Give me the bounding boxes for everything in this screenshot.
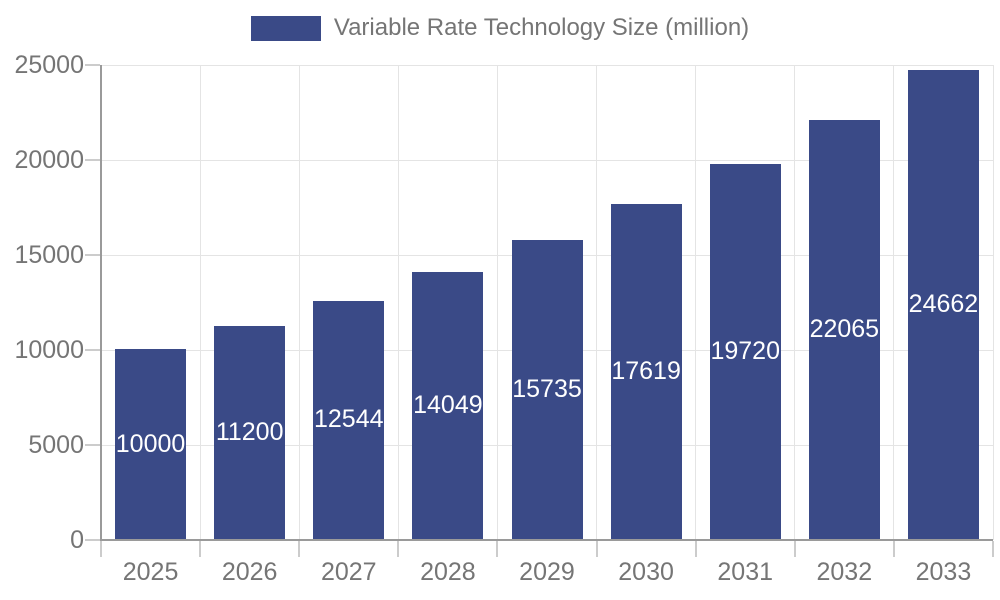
y-tick-mark bbox=[85, 254, 100, 256]
gridline-vertical bbox=[893, 65, 895, 540]
legend-swatch bbox=[250, 15, 321, 41]
y-tick-label: 25000 bbox=[14, 50, 84, 79]
x-tick-label: 2026 bbox=[221, 558, 278, 586]
y-tick-mark bbox=[85, 64, 100, 66]
gridline-vertical bbox=[695, 65, 697, 540]
bar-value-label: 22065 bbox=[809, 314, 880, 343]
y-tick-mark bbox=[85, 444, 100, 446]
y-tick-label: 5000 bbox=[28, 430, 84, 459]
y-tick-label: 10000 bbox=[14, 335, 84, 364]
bar-value-label: 10000 bbox=[115, 429, 186, 458]
x-tick-mark bbox=[892, 541, 895, 557]
x-tick-mark bbox=[793, 541, 796, 557]
x-tick-mark bbox=[694, 541, 697, 557]
bar: 15735 bbox=[511, 240, 583, 539]
gridline-vertical bbox=[794, 65, 796, 540]
y-tick-mark bbox=[85, 349, 100, 351]
x-tick-mark bbox=[397, 541, 400, 557]
bar-value-label: 14049 bbox=[413, 391, 483, 420]
gridline-horizontal bbox=[101, 159, 993, 161]
legend-label: Variable Rate Technology Size (million) bbox=[333, 14, 750, 41]
x-tick-mark bbox=[100, 541, 102, 557]
gridline-vertical bbox=[596, 65, 598, 540]
bar: 17619 bbox=[610, 204, 682, 539]
bar: 11200 bbox=[214, 326, 286, 539]
x-tick-mark bbox=[496, 541, 499, 557]
gridline-vertical bbox=[496, 65, 498, 540]
x-tick-label: 2033 bbox=[915, 558, 972, 586]
bar-value-label: 19720 bbox=[710, 337, 780, 366]
gridline-vertical bbox=[298, 65, 300, 540]
x-tick-label: 2030 bbox=[618, 558, 674, 586]
y-tick-mark bbox=[85, 539, 100, 541]
y-tick-label: 0 bbox=[70, 525, 84, 554]
plot-area: 10000 11200 12544 14049 15735 17619 19720 22065… bbox=[101, 64, 994, 540]
bar-value-label: 15735 bbox=[512, 375, 582, 404]
y-tick-label: 15000 bbox=[14, 240, 84, 269]
x-tick-label: 2028 bbox=[420, 558, 476, 586]
x-tick-mark bbox=[199, 541, 202, 557]
x-tick-label: 2031 bbox=[717, 558, 774, 586]
bar: 12544 bbox=[313, 300, 385, 539]
bar-value-label: 11200 bbox=[215, 418, 284, 447]
bar-value-label: 17619 bbox=[611, 357, 681, 386]
bar: 14049 bbox=[412, 272, 484, 539]
x-axis-line bbox=[101, 539, 993, 541]
y-tick-label: 20000 bbox=[14, 145, 84, 174]
gridline-vertical bbox=[397, 65, 399, 540]
x-tick-label: 2029 bbox=[519, 558, 575, 586]
x-tick-label: 2025 bbox=[122, 558, 179, 586]
x-tick-mark bbox=[298, 541, 301, 557]
x-tick-label: 2032 bbox=[816, 558, 873, 586]
x-tick-mark bbox=[992, 541, 994, 557]
bar: 10000 bbox=[115, 349, 187, 539]
legend: Variable Rate Technology Size (million) bbox=[0, 14, 1000, 42]
gridline-horizontal bbox=[101, 64, 993, 66]
bar-value-label: 12544 bbox=[314, 405, 384, 434]
gridline-vertical bbox=[992, 65, 994, 540]
gridline-vertical bbox=[199, 65, 201, 540]
x-tick-label: 2027 bbox=[320, 558, 377, 586]
x-tick-mark bbox=[595, 541, 598, 557]
y-axis-line bbox=[100, 65, 102, 556]
bar-value-label: 24662 bbox=[908, 290, 979, 319]
bar: 22065 bbox=[808, 119, 880, 539]
bar: 24662 bbox=[907, 70, 979, 539]
bar: 19720 bbox=[709, 164, 781, 539]
y-tick-mark bbox=[85, 159, 100, 161]
